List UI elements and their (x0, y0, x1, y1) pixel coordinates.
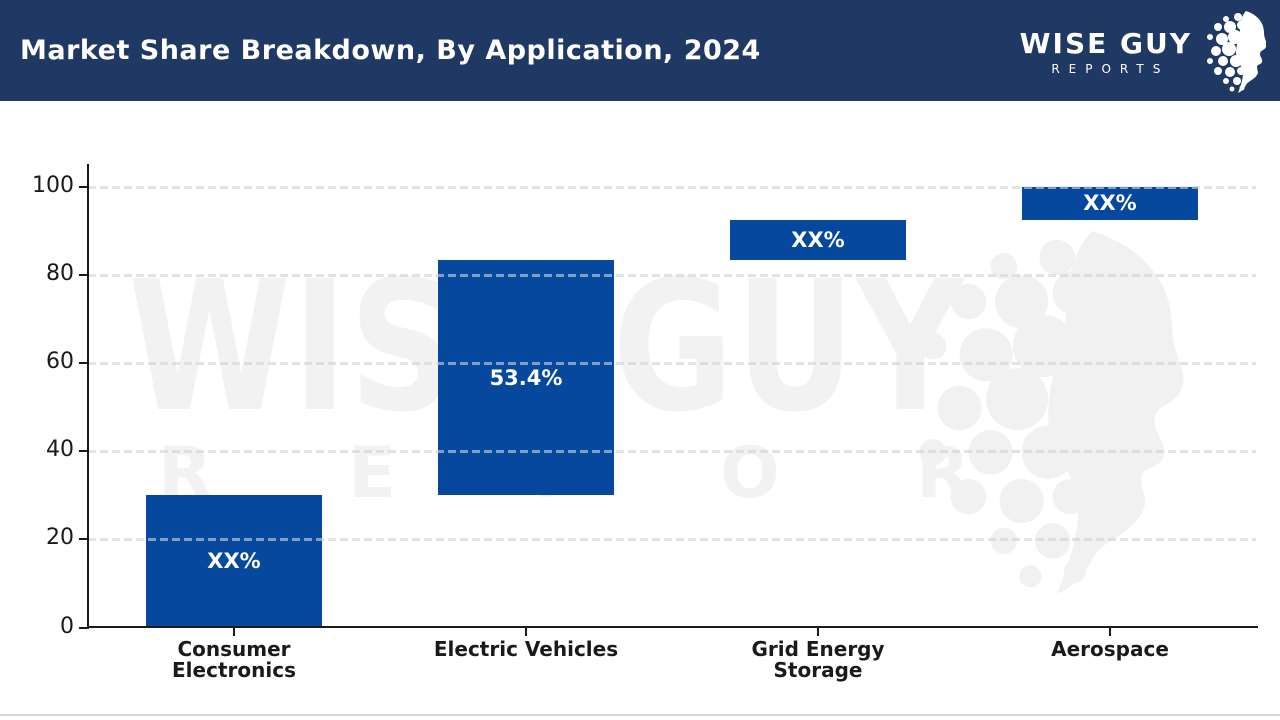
x-tick (817, 628, 819, 636)
gridline-80 (88, 273, 1256, 277)
page-title: Market Share Breakdown, By Application, … (20, 35, 761, 66)
y-tick (79, 362, 87, 365)
gridline-40 (88, 449, 1256, 453)
gridline-60 (88, 361, 1256, 365)
x-tick (1109, 628, 1111, 636)
header-bar: Market Share Breakdown, By Application, … (0, 0, 1280, 101)
x-category-label: Aerospace (1051, 637, 1169, 661)
y-tick-label: 40 (46, 437, 74, 463)
y-tick-label: 80 (46, 261, 74, 287)
x-category-label: Electric Vehicles (433, 637, 619, 661)
x-axis-line (87, 626, 1258, 628)
y-tick-label: 20 (46, 525, 74, 551)
y-tick (79, 186, 87, 188)
x-tick (233, 628, 235, 636)
bar-1: XX% (146, 495, 322, 628)
gridline-100 (88, 185, 1256, 189)
brand-logo: WISE GUY REPORTS (1020, 8, 1266, 94)
bar-value-label: XX% (791, 227, 845, 252)
x-category-label: Grid Energy Storage (751, 637, 885, 682)
brand-logo-text: WISE GUY REPORTS (1020, 27, 1192, 76)
bar-value-label: XX% (1083, 191, 1137, 216)
bar-3: XX% (730, 219, 906, 261)
x-category-label: Consumer Electronics (172, 637, 296, 682)
y-tick-label: 60 (46, 349, 74, 375)
x-tick (525, 628, 527, 636)
bar-value-label: XX% (207, 549, 261, 574)
y-tick (79, 626, 87, 629)
y-tick-label: 100 (32, 173, 74, 198)
y-tick (79, 538, 87, 541)
y-axis-line (87, 164, 89, 629)
bar-2: 53.4% (438, 260, 614, 496)
y-tick (79, 450, 87, 453)
y-tick-label: 0 (60, 613, 74, 639)
brand-name: WISE GUY (1019, 26, 1192, 60)
y-tick (79, 274, 87, 277)
brand-subtitle: REPORTS (1051, 61, 1170, 76)
gridline-20 (88, 537, 1256, 541)
bar-4: XX% (1022, 187, 1198, 220)
bar-value-label: 53.4% (489, 365, 563, 390)
bottom-divider (0, 714, 1280, 716)
